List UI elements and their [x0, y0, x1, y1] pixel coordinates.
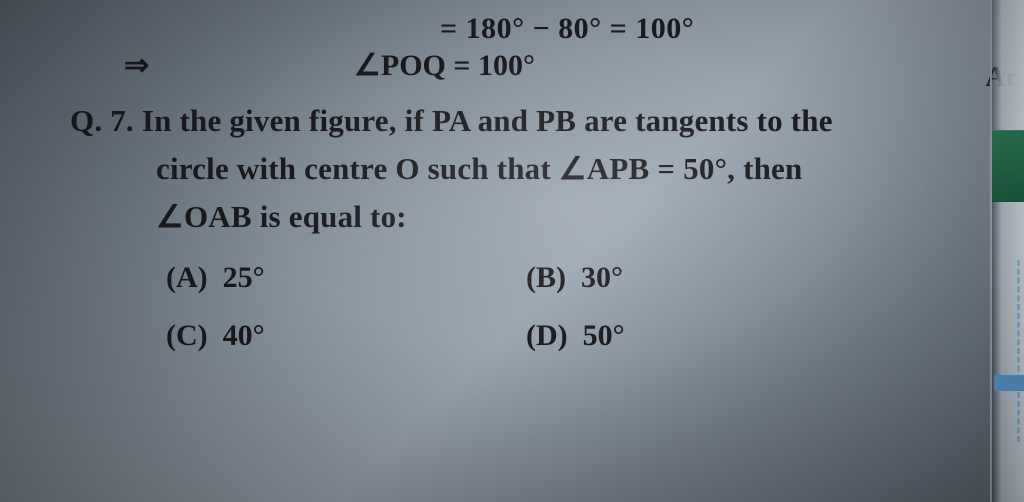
option-d-value: 50°	[583, 319, 625, 352]
edge-dashed-line	[1017, 260, 1020, 442]
option-a-label: (A)	[166, 261, 208, 294]
option-d-label: (D)	[526, 319, 568, 352]
option-b-value: 30°	[581, 261, 623, 294]
options-grid: (A) 25° (B) 30° (C) 40° (D) 50°	[70, 261, 994, 353]
option-a-value: 25°	[223, 261, 265, 294]
edge-green-block	[992, 130, 1024, 202]
math-line-1: = 180° − 80° = 100°	[440, 12, 994, 46]
question-text-line2: circle with centre O such that ∠APB = 50…	[70, 145, 994, 193]
angle-poq-expression: ∠POQ = 100°	[354, 48, 535, 83]
option-a: (A) 25°	[166, 261, 526, 295]
edge-blue-block	[994, 375, 1024, 391]
question-text-line3: ∠OAB is equal to:	[70, 193, 994, 241]
option-c-label: (C)	[166, 319, 208, 352]
question-number: Q. 7.	[70, 103, 134, 138]
question-7: Q. 7. In the given figure, if PA and PB …	[70, 97, 994, 241]
page-content: = 180° − 80° = 100° ⇒ ∠POQ = 100° Ar Q. …	[0, 0, 1024, 502]
question-text-line1: In the given figure, if PA and PB are ta…	[142, 103, 833, 138]
option-b: (B) 30°	[526, 261, 994, 295]
option-c-value: 40°	[223, 319, 265, 352]
option-d: (D) 50°	[526, 319, 994, 353]
implies-arrow: ⇒	[124, 48, 194, 83]
option-c: (C) 40°	[166, 319, 526, 353]
math-line-2: ⇒ ∠POQ = 100°	[70, 48, 994, 83]
option-b-label: (B)	[526, 261, 566, 294]
